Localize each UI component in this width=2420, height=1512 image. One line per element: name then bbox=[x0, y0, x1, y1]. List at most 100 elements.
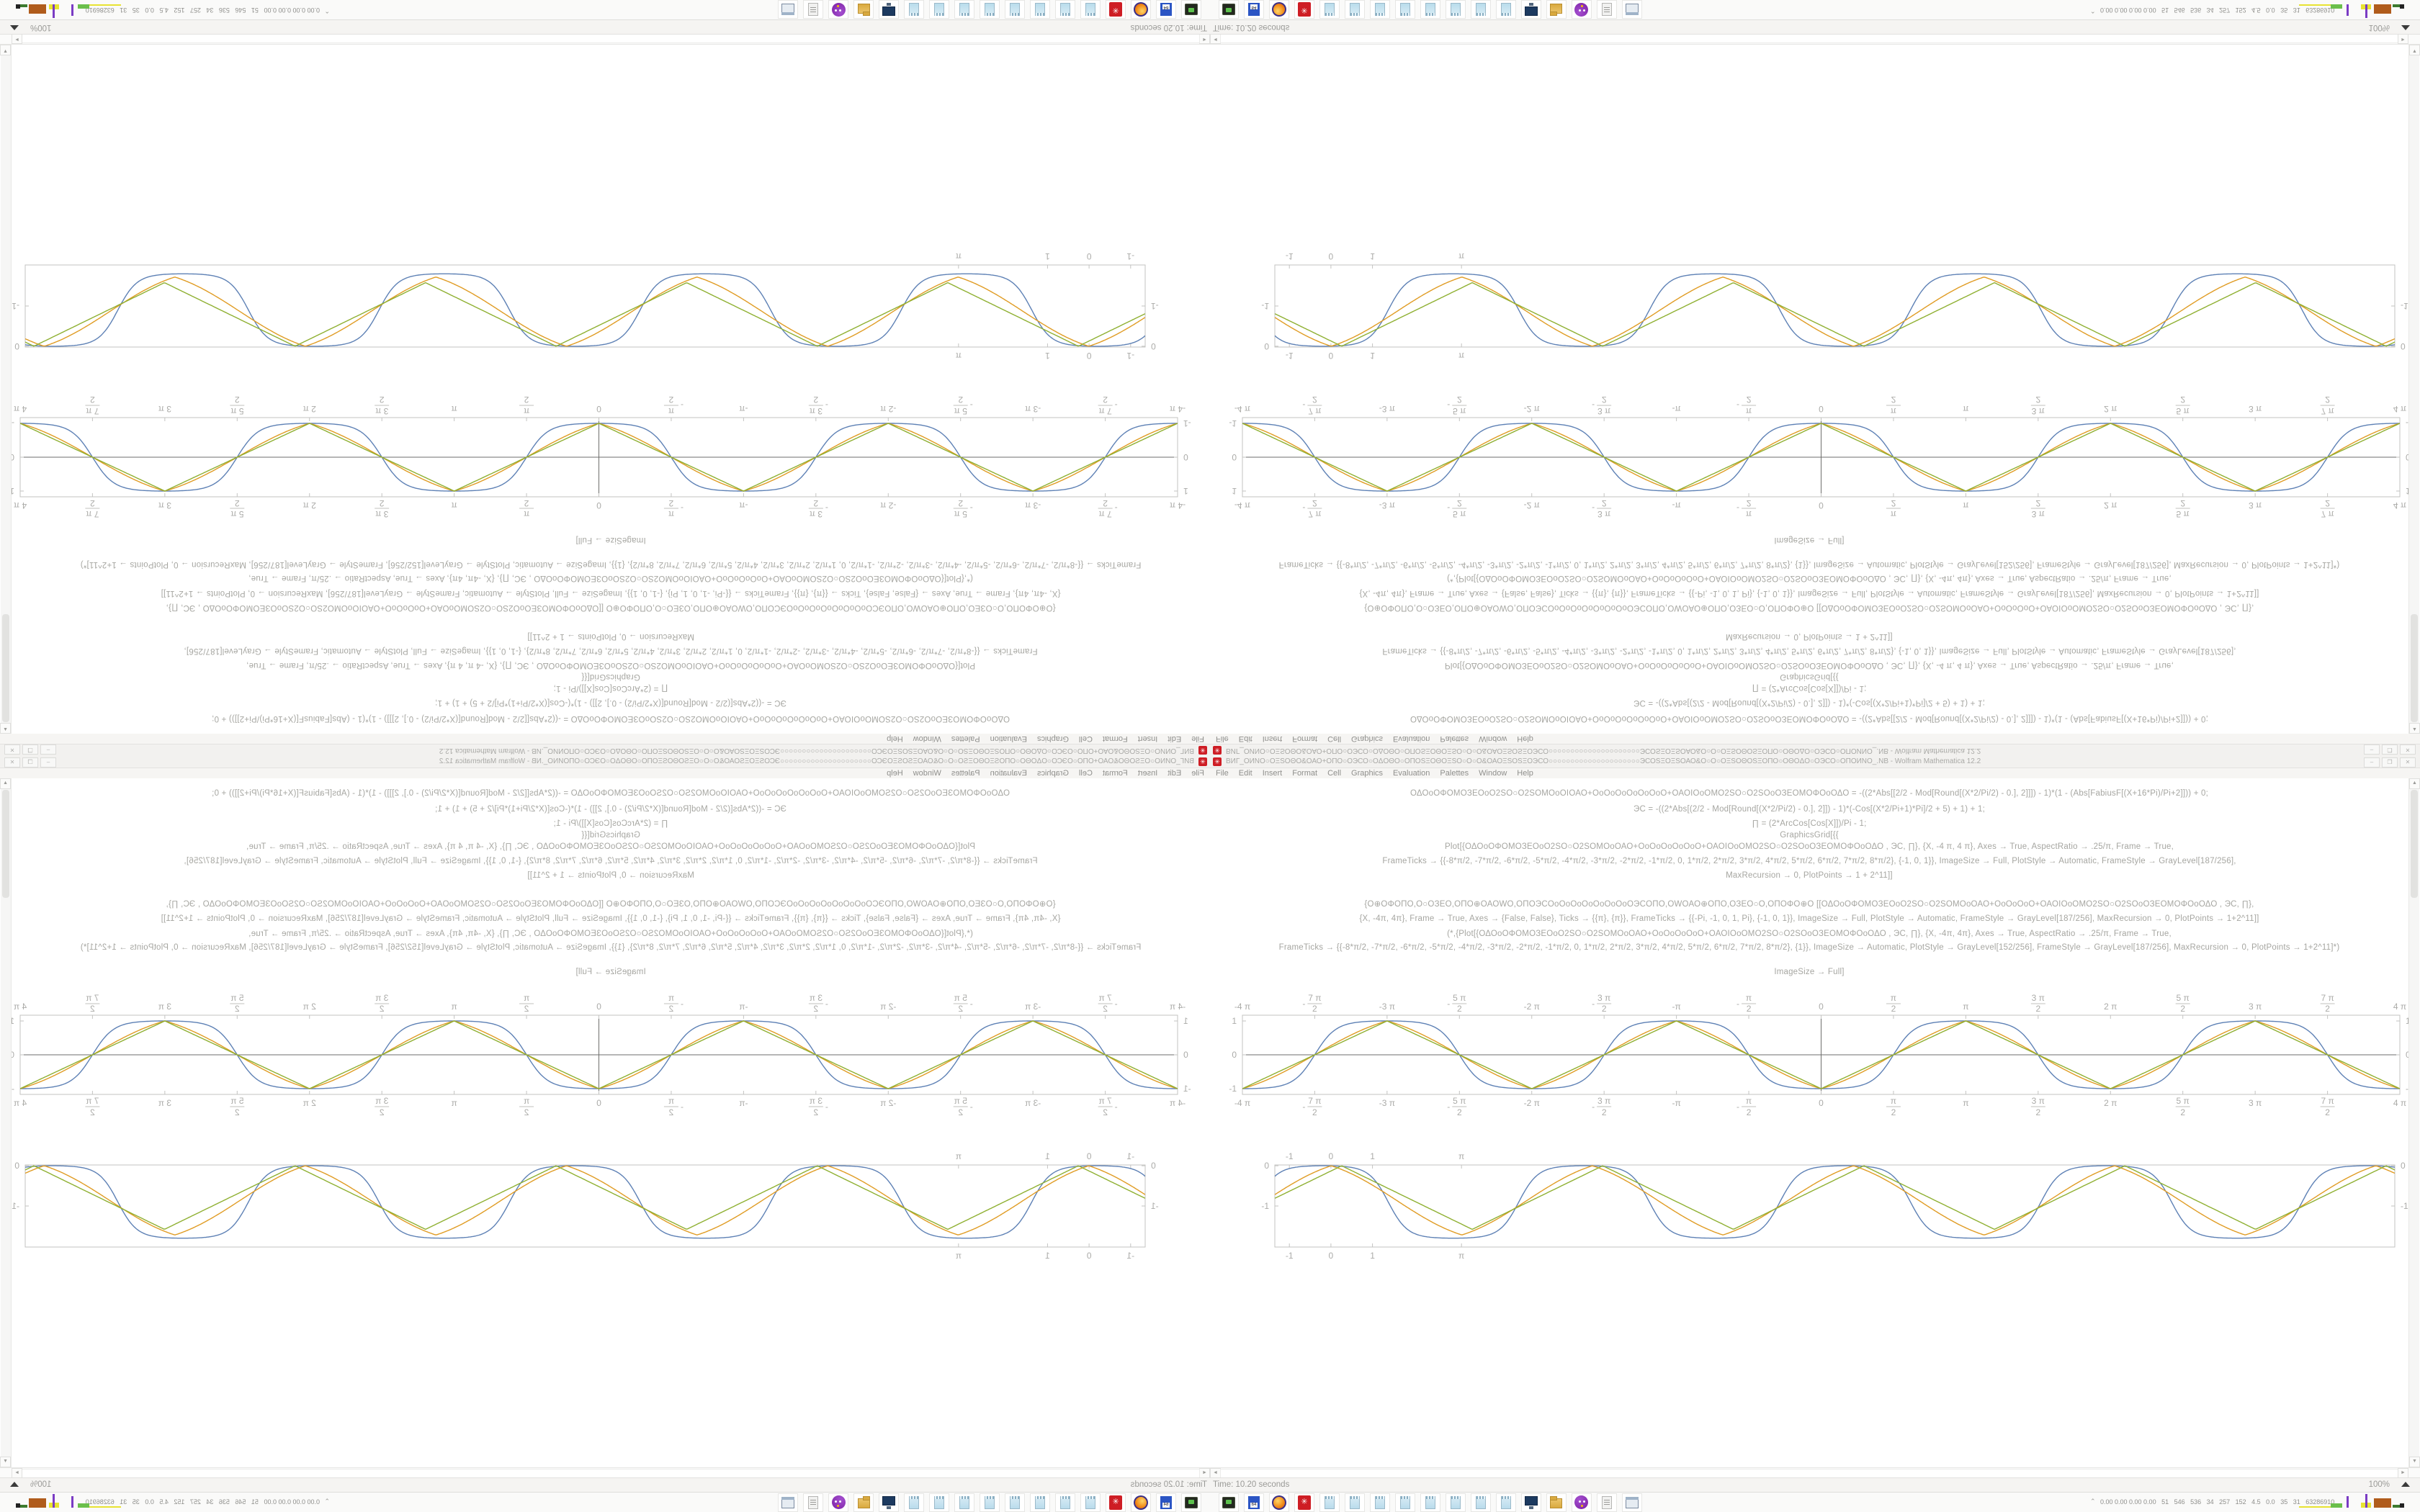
menu-item-file[interactable]: File bbox=[1191, 769, 1204, 778]
notepad-icon[interactable] bbox=[1446, 1493, 1466, 1512]
menu-item-edit[interactable]: Edit bbox=[1238, 734, 1252, 743]
tray-expand-icon[interactable]: ⌃ bbox=[2090, 7, 2096, 14]
menu-item-format[interactable]: Format bbox=[1102, 734, 1128, 743]
window-titlebar[interactable]: ✳ ВИГ_ОИNО○ОΞЅОΘО&ОАО+ОПО○ОЭСО○ОΔОΘО○ОПО… bbox=[0, 744, 1210, 756]
window-titlebar[interactable]: ✳ ВИГ_ОИNО○ОΞЅОΘО&ОАО+ОПО○ОЭСО○ОΔОΘО○ОПО… bbox=[1210, 744, 2420, 756]
mathematica-icon[interactable] bbox=[1106, 1493, 1126, 1512]
menu-item-cell[interactable]: Cell bbox=[1327, 734, 1342, 743]
code-line[interactable]: MaxRecursion → 0, PlotPoints → 1 + 2^11]… bbox=[527, 632, 694, 641]
monitor-camera-icon[interactable] bbox=[879, 0, 899, 19]
menu-item-insert[interactable]: Insert bbox=[1137, 734, 1158, 743]
notepad-icon[interactable] bbox=[1319, 1493, 1340, 1512]
magnification-label[interactable]: 100% bbox=[2368, 1480, 2390, 1489]
menu-item-window[interactable]: Window bbox=[913, 769, 941, 778]
notepad-icon[interactable] bbox=[1471, 1493, 1491, 1512]
code-line[interactable]: ЭC = -((2*Abs[(2/2 - Mod[Round[(X*2/Pi/2… bbox=[1634, 805, 1985, 814]
code-line[interactable]: (*,{Plot[{ΟΔΟοΟΦΟΜΟЗΕΟοΟ2SΟ○Ο2SΟΜΟοΟΑΟ+Ο… bbox=[248, 574, 973, 582]
close-button[interactable]: ✕ bbox=[4, 757, 20, 768]
code-line[interactable]: ∏ = (2*ArcCos[Cos[X]])/Pi - 1; bbox=[1752, 819, 1867, 828]
menu-item-format[interactable]: Format bbox=[1292, 734, 1318, 743]
horizontal-scrollbar[interactable]: ◄ ► bbox=[1210, 33, 2420, 45]
menu-item-cell[interactable]: Cell bbox=[1078, 769, 1093, 778]
menu-item-help[interactable]: Help bbox=[1517, 734, 1533, 743]
notepad-icon[interactable] bbox=[1345, 0, 1365, 19]
scroll-up-button[interactable]: ▲ bbox=[2409, 778, 2420, 789]
menu-item-help[interactable]: Help bbox=[887, 734, 903, 743]
code-line[interactable]: {Ο⊕ΟΦΟΠΟ,Ο○ΟЗΕΟ,ΟΠΟ⊕ΟΑΟWΟ,ΟΠΟЭCΟοΟοΟοΟοΟ… bbox=[166, 603, 1056, 612]
close-button[interactable]: ✕ bbox=[2400, 744, 2416, 755]
menu-item-evaluation[interactable]: Evaluation bbox=[990, 769, 1027, 778]
purple-avatar-icon[interactable] bbox=[828, 0, 848, 19]
code-line[interactable]: ΟΔΟοΟΦΟΜΟЗΕΟοΟ2SΟ○Ο2SΟΜΟοΟΙΟΑΟ+ΟοΟοΟοΟοΟ… bbox=[1410, 789, 2209, 798]
horizontal-scroll-track[interactable] bbox=[22, 34, 1200, 43]
notepad-icon[interactable] bbox=[1395, 1493, 1415, 1512]
notepad-icon[interactable] bbox=[904, 0, 924, 19]
code-line[interactable]: ImageSize → Full] bbox=[575, 968, 646, 976]
floppy64-icon[interactable] bbox=[1156, 1493, 1176, 1512]
notepad-icon[interactable] bbox=[1055, 1493, 1075, 1512]
notepad-icon[interactable] bbox=[954, 0, 974, 19]
folder-icon[interactable] bbox=[853, 0, 874, 19]
mathematica-icon[interactable] bbox=[1294, 1493, 1314, 1512]
code-line[interactable]: FrameTicks → {{-8*π/2, -7*π/2, -6*π/2, -… bbox=[1382, 857, 2236, 865]
menu-item-evaluation[interactable]: Evaluation bbox=[1393, 734, 1430, 743]
code-line[interactable]: {X, -4π, 4π}, Frame → True, Axes → {Fals… bbox=[161, 589, 1061, 598]
code-line[interactable]: Plot[{ΟΔΟοΟΦΟΜΟЗΕΟοΟ2SΟ○Ο2SΟΜΟοΟΑΟ+ΟοΟοΟ… bbox=[1444, 661, 2174, 670]
notepad-icon[interactable] bbox=[1080, 0, 1101, 19]
window-titlebar[interactable]: ✳ ВИГ_ОИNО○ОΞЅОΘО&ОАО+ОПО○ОЭСО○ОΔОΘО○ОПО… bbox=[0, 756, 1210, 768]
floppy64-icon[interactable] bbox=[1244, 1493, 1264, 1512]
notepad-icon[interactable] bbox=[954, 1493, 974, 1512]
menu-item-palettes[interactable]: Palettes bbox=[951, 769, 980, 778]
code-line[interactable]: {Ο⊕ΟΦΟΠΟ,Ο○ΟЗΕΟ,ΟΠΟ⊕ΟΑΟWΟ,ΟΠΟЭCΟοΟοΟοΟοΟ… bbox=[166, 900, 1056, 909]
magnification-popup-arrow[interactable] bbox=[10, 25, 19, 30]
code-line[interactable]: Plot[{ΟΔΟοΟΦΟΜΟЗΕΟοΟ2SΟ○Ο2SΟΜΟοΟΑΟ+ΟοΟοΟ… bbox=[1444, 842, 2174, 851]
printer-document-icon[interactable] bbox=[1597, 1493, 1617, 1512]
code-line[interactable]: MaxRecursion → 0, PlotPoints → 1 + 2^11]… bbox=[1726, 632, 1893, 641]
disk-drive-icon[interactable] bbox=[1181, 1493, 1201, 1512]
code-line[interactable]: {Ο⊕ΟΦΟΠΟ,Ο○ΟЗΕΟ,ΟΠΟ⊕ΟΑΟWΟ,ΟΠΟЭCΟοΟοΟοΟοΟ… bbox=[1364, 603, 2254, 612]
disk-drive-icon[interactable] bbox=[1181, 0, 1201, 19]
minimize-button[interactable]: – bbox=[40, 757, 56, 768]
notepad-icon[interactable] bbox=[904, 1493, 924, 1512]
notepad-icon[interactable] bbox=[1080, 1493, 1101, 1512]
notepad-icon[interactable] bbox=[1471, 0, 1491, 19]
purple-avatar-icon[interactable] bbox=[828, 1493, 848, 1512]
notepad-icon[interactable] bbox=[1446, 0, 1466, 19]
menu-item-help[interactable]: Help bbox=[887, 769, 903, 778]
notepad-icon[interactable] bbox=[929, 0, 949, 19]
menu-item-file[interactable]: File bbox=[1216, 769, 1229, 778]
window-titlebar[interactable]: ✳ ВИГ_ОИNО○ОΞЅОΘО&ОАО+ОПО○ОЭСО○ОΔОΘО○ОПО… bbox=[1210, 756, 2420, 768]
scroll-down-button[interactable]: ▼ bbox=[2409, 1457, 2420, 1467]
notepad-icon[interactable] bbox=[1345, 1493, 1365, 1512]
code-line[interactable]: ЭC = -((2*Abs[(2/2 - Mod[Round[(X*2/Pi/2… bbox=[1634, 698, 1985, 707]
notebook-area[interactable]: ΟΔΟοΟΦΟΜΟЗΕΟοΟ2SΟ○Ο2SΟΜΟοΟΙΟΑΟ+ΟοΟοΟοΟοΟ… bbox=[0, 778, 1210, 1467]
menu-item-edit[interactable]: Edit bbox=[1168, 769, 1182, 778]
menu-item-file[interactable]: File bbox=[1191, 734, 1204, 743]
floppy64-icon[interactable] bbox=[1244, 0, 1264, 19]
notepad-icon[interactable] bbox=[1030, 0, 1050, 19]
scroll-down-button[interactable]: ▼ bbox=[2409, 45, 2420, 55]
close-button[interactable]: ✕ bbox=[2400, 757, 2416, 768]
scroll-right-button[interactable]: ► bbox=[2398, 1468, 2408, 1479]
restore-button[interactable]: ❐ bbox=[2382, 744, 2398, 755]
minimize-button[interactable]: – bbox=[2364, 744, 2380, 755]
notepad-icon[interactable] bbox=[1319, 0, 1340, 19]
code-line[interactable]: ΟΔΟοΟΦΟΜΟЗΕΟοΟ2SΟ○Ο2SΟΜΟοΟΙΟΑΟ+ΟοΟοΟοΟοΟ… bbox=[211, 789, 1010, 798]
code-line[interactable]: ЭC = -((2*Abs[(2/2 - Mod[Round[(X*2/Pi/2… bbox=[435, 805, 786, 814]
menu-item-insert[interactable]: Insert bbox=[1262, 734, 1283, 743]
code-line[interactable]: {Ο⊕ΟΦΟΠΟ,Ο○ΟЗΕΟ,ΟΠΟ⊕ΟΑΟWΟ,ΟΠΟЭCΟοΟοΟοΟοΟ… bbox=[1364, 900, 2254, 909]
menu-item-window[interactable]: Window bbox=[1479, 769, 1507, 778]
window-frame-icon[interactable] bbox=[1622, 1493, 1642, 1512]
scroll-left-button[interactable]: ◄ bbox=[1210, 33, 1221, 44]
notepad-icon[interactable] bbox=[1496, 1493, 1516, 1512]
menu-item-graphics[interactable]: Graphics bbox=[1036, 769, 1069, 778]
code-line[interactable]: ImageSize → Full] bbox=[1774, 536, 1845, 544]
magnification-popup-arrow[interactable] bbox=[2401, 1482, 2410, 1487]
code-line[interactable]: {X, -4π, 4π}, Frame → True, Axes → {Fals… bbox=[1359, 914, 2259, 923]
notebook-area[interactable]: ΟΔΟοΟΦΟΜΟЗΕΟοΟ2SΟ○Ο2SΟΜΟοΟΙΟΑΟ+ΟοΟοΟοΟοΟ… bbox=[1210, 45, 2420, 734]
menu-item-window[interactable]: Window bbox=[1479, 734, 1507, 743]
minimize-button[interactable]: – bbox=[40, 744, 56, 755]
tray-expand-icon[interactable]: ⌃ bbox=[2090, 1498, 2096, 1505]
menu-item-help[interactable]: Help bbox=[1517, 769, 1533, 778]
code-line[interactable]: ImageSize → Full] bbox=[1774, 968, 1845, 976]
